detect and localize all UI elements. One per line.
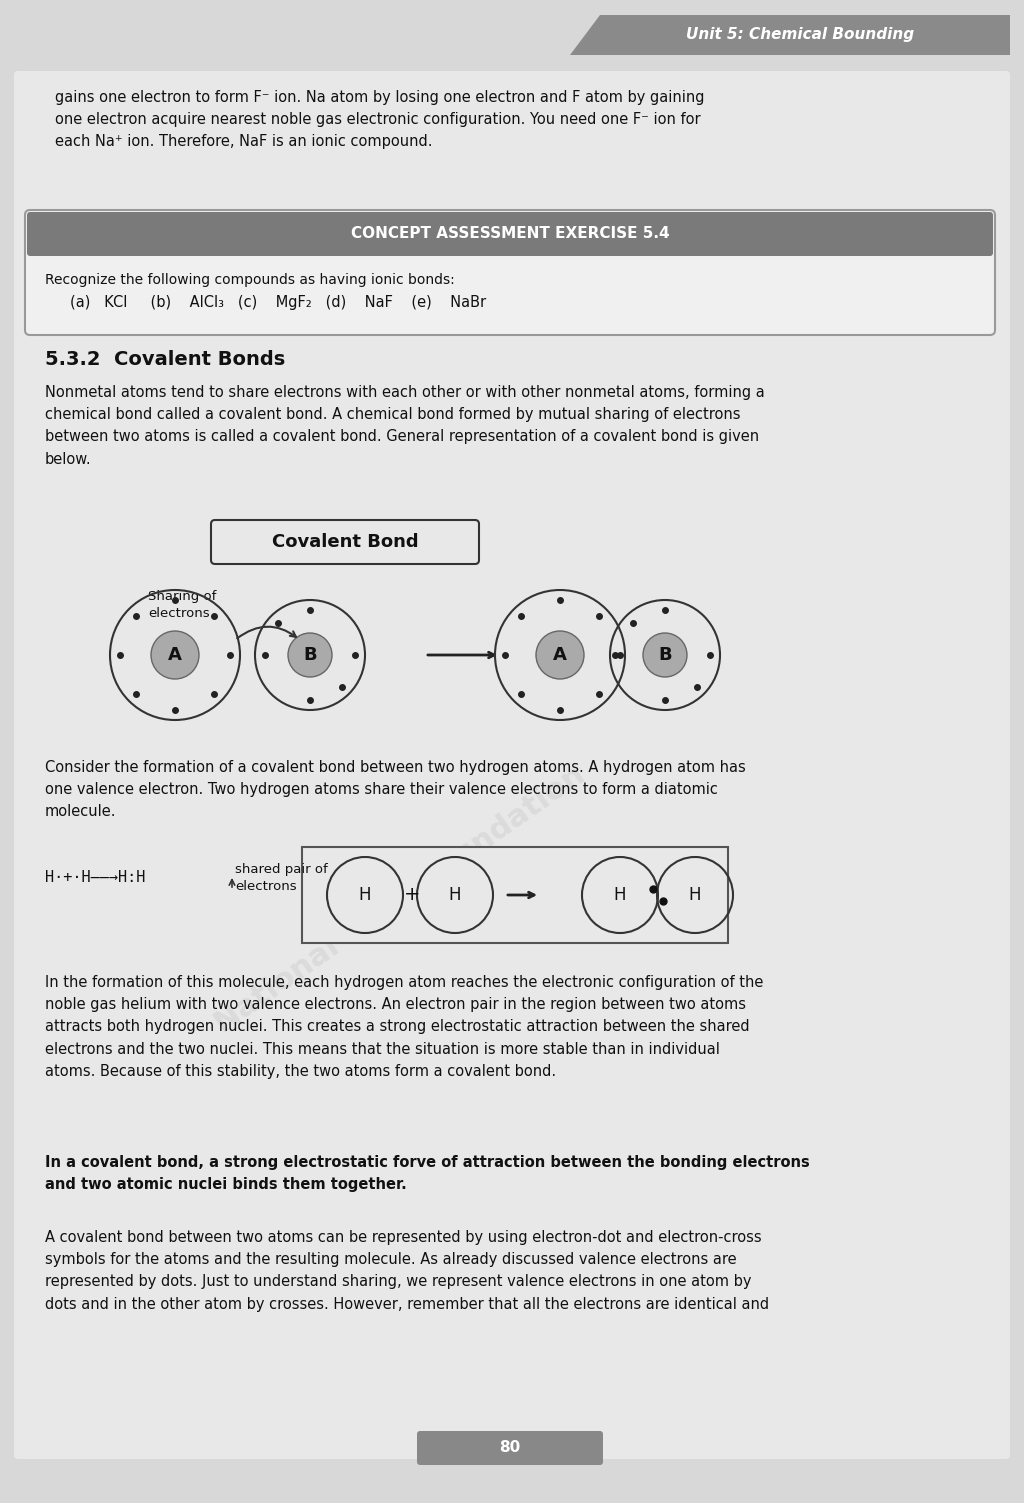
Text: B: B	[303, 646, 316, 664]
Text: 5.3.2  Covalent Bonds: 5.3.2 Covalent Bonds	[45, 350, 286, 370]
Circle shape	[151, 631, 199, 679]
Text: CONCEPT ASSESSMENT EXERCISE 5.4: CONCEPT ASSESSMENT EXERCISE 5.4	[350, 227, 670, 242]
Text: Nonmetal atoms tend to share electrons with each other or with other nonmetal at: Nonmetal atoms tend to share electrons w…	[45, 385, 765, 466]
Text: shared pair of
electrons: shared pair of electrons	[234, 863, 328, 893]
Text: H: H	[613, 885, 627, 903]
Text: In the formation of this molecule, each hydrogen atom reaches the electronic con: In the formation of this molecule, each …	[45, 975, 763, 1079]
Text: H: H	[358, 885, 372, 903]
Text: Consider the formation of a covalent bond between two hydrogen atoms. A hydrogen: Consider the formation of a covalent bon…	[45, 761, 745, 819]
Text: National Book Foundation: National Book Foundation	[210, 761, 590, 1039]
Text: Unit 5: Chemical Bounding: Unit 5: Chemical Bounding	[686, 27, 914, 42]
Circle shape	[288, 633, 332, 676]
Text: H·+·H——→H:H: H·+·H——→H:H	[45, 870, 145, 885]
FancyBboxPatch shape	[302, 848, 728, 942]
Circle shape	[536, 631, 584, 679]
Text: B: B	[658, 646, 672, 664]
FancyBboxPatch shape	[14, 71, 1010, 1459]
Text: H: H	[689, 885, 701, 903]
Text: H: H	[449, 885, 461, 903]
FancyBboxPatch shape	[27, 212, 993, 256]
Text: gains one electron to form F⁻ ion. Na atom by losing one electron and F atom by : gains one electron to form F⁻ ion. Na at…	[55, 90, 705, 149]
Text: (a)   KCl     (b)    AlCl₃   (c)    MgF₂   (d)    NaF    (e)    NaBr: (a) KCl (b) AlCl₃ (c) MgF₂ (d) NaF (e) N…	[70, 295, 486, 310]
Polygon shape	[570, 15, 1010, 56]
FancyBboxPatch shape	[417, 1431, 603, 1465]
Text: Sharing of
electrons: Sharing of electrons	[148, 591, 216, 621]
FancyBboxPatch shape	[211, 520, 479, 564]
Text: A covalent bond between two atoms can be represented by using electron-dot and e: A covalent bond between two atoms can be…	[45, 1229, 769, 1312]
Text: Recognize the following compounds as having ionic bonds:: Recognize the following compounds as hav…	[45, 274, 455, 287]
Circle shape	[643, 633, 687, 676]
Text: In a covalent bond, a strong electrostatic forve of attraction between the bondi: In a covalent bond, a strong electrostat…	[45, 1154, 810, 1192]
Text: +: +	[403, 885, 420, 905]
Text: A: A	[553, 646, 567, 664]
Text: 80: 80	[500, 1440, 520, 1455]
FancyBboxPatch shape	[25, 210, 995, 335]
Text: A: A	[168, 646, 182, 664]
Text: Covalent Bond: Covalent Bond	[271, 534, 419, 552]
